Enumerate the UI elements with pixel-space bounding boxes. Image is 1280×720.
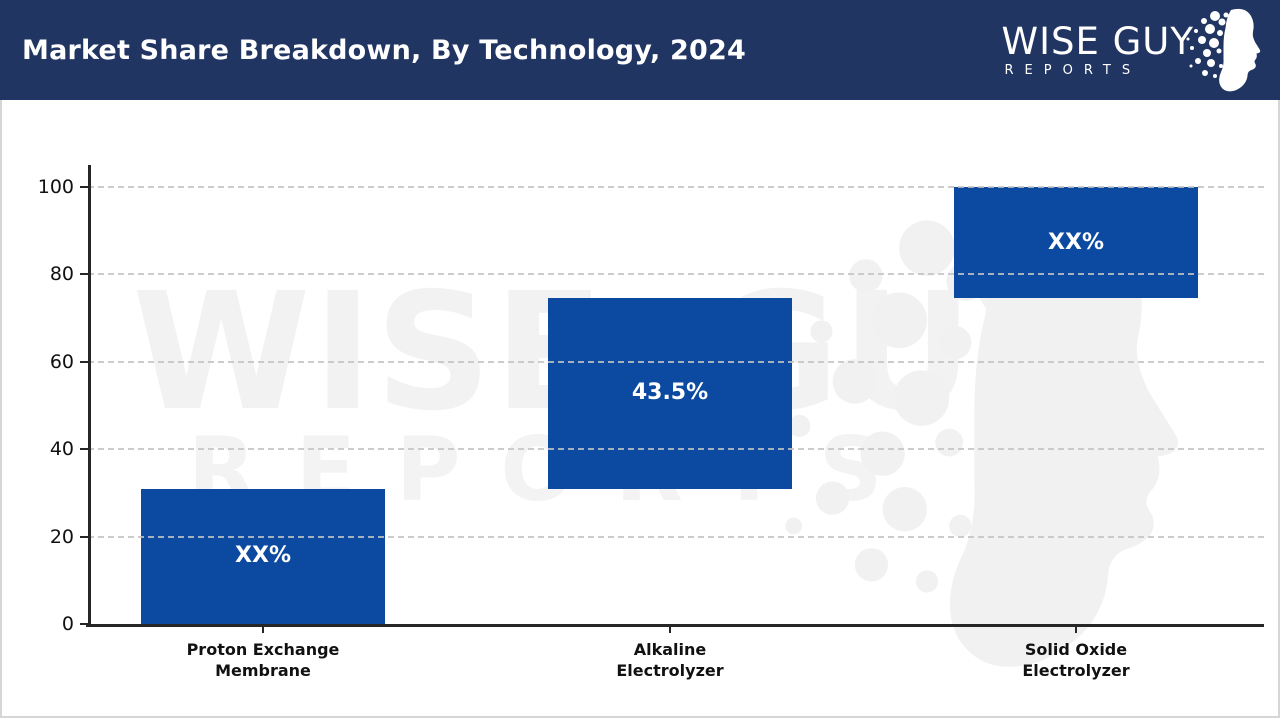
- x-axis-tick: [669, 624, 671, 633]
- x-axis-tick: [1075, 624, 1077, 633]
- bar-value-label: XX%: [1048, 229, 1104, 255]
- y-tick-label: 100: [37, 176, 74, 198]
- brand-sub: REPORTS: [1004, 63, 1142, 78]
- x-category-label: Proton Exchange Membrane: [186, 640, 340, 681]
- page-title: Market Share Breakdown, By Technology, 2…: [22, 34, 747, 66]
- y-tick-label: 80: [49, 263, 74, 286]
- y-tick-label: 20: [49, 525, 74, 548]
- y-tick-label: 0: [61, 613, 74, 635]
- y-axis-tick: [80, 360, 88, 363]
- y-axis-tick: [80, 273, 88, 276]
- gridline-20: [88, 535, 1264, 538]
- y-axis-tick: [80, 623, 88, 625]
- header-banner: Market Share Breakdown, By Technology, 2…: [0, 0, 1280, 100]
- gridline-100: [88, 186, 1264, 188]
- bar-value-label: 43.5%: [631, 380, 709, 406]
- brand-name: WISE GUY: [1001, 20, 1194, 63]
- brand-logo: WISE GUY REPORTS: [1002, 0, 1270, 100]
- y-tick-label: 60: [49, 350, 74, 373]
- y-tick-label: 40: [49, 438, 74, 461]
- y-axis-tick: [80, 186, 88, 188]
- x-axis-spine: [86, 624, 1264, 627]
- y-axis-spine: [88, 165, 91, 627]
- x-category-label: Alkaline Electrolyzer: [616, 640, 724, 681]
- y-axis-tick: [80, 448, 88, 451]
- y-axis-tick: [80, 535, 88, 538]
- bar-proton-exchange-membrane: [141, 488, 385, 624]
- gridline-60: [88, 360, 1264, 363]
- gridline-40: [88, 448, 1264, 451]
- bar-solid-oxide-electrolyzer: [954, 187, 1198, 299]
- x-axis-tick: [262, 624, 264, 633]
- gridline-80: [88, 273, 1264, 276]
- bar-alkaline-electrolyzer: [548, 298, 792, 489]
- bar-value-label: XX%: [235, 543, 291, 569]
- x-category-label: Solid Oxide Electrolyzer: [1022, 640, 1130, 681]
